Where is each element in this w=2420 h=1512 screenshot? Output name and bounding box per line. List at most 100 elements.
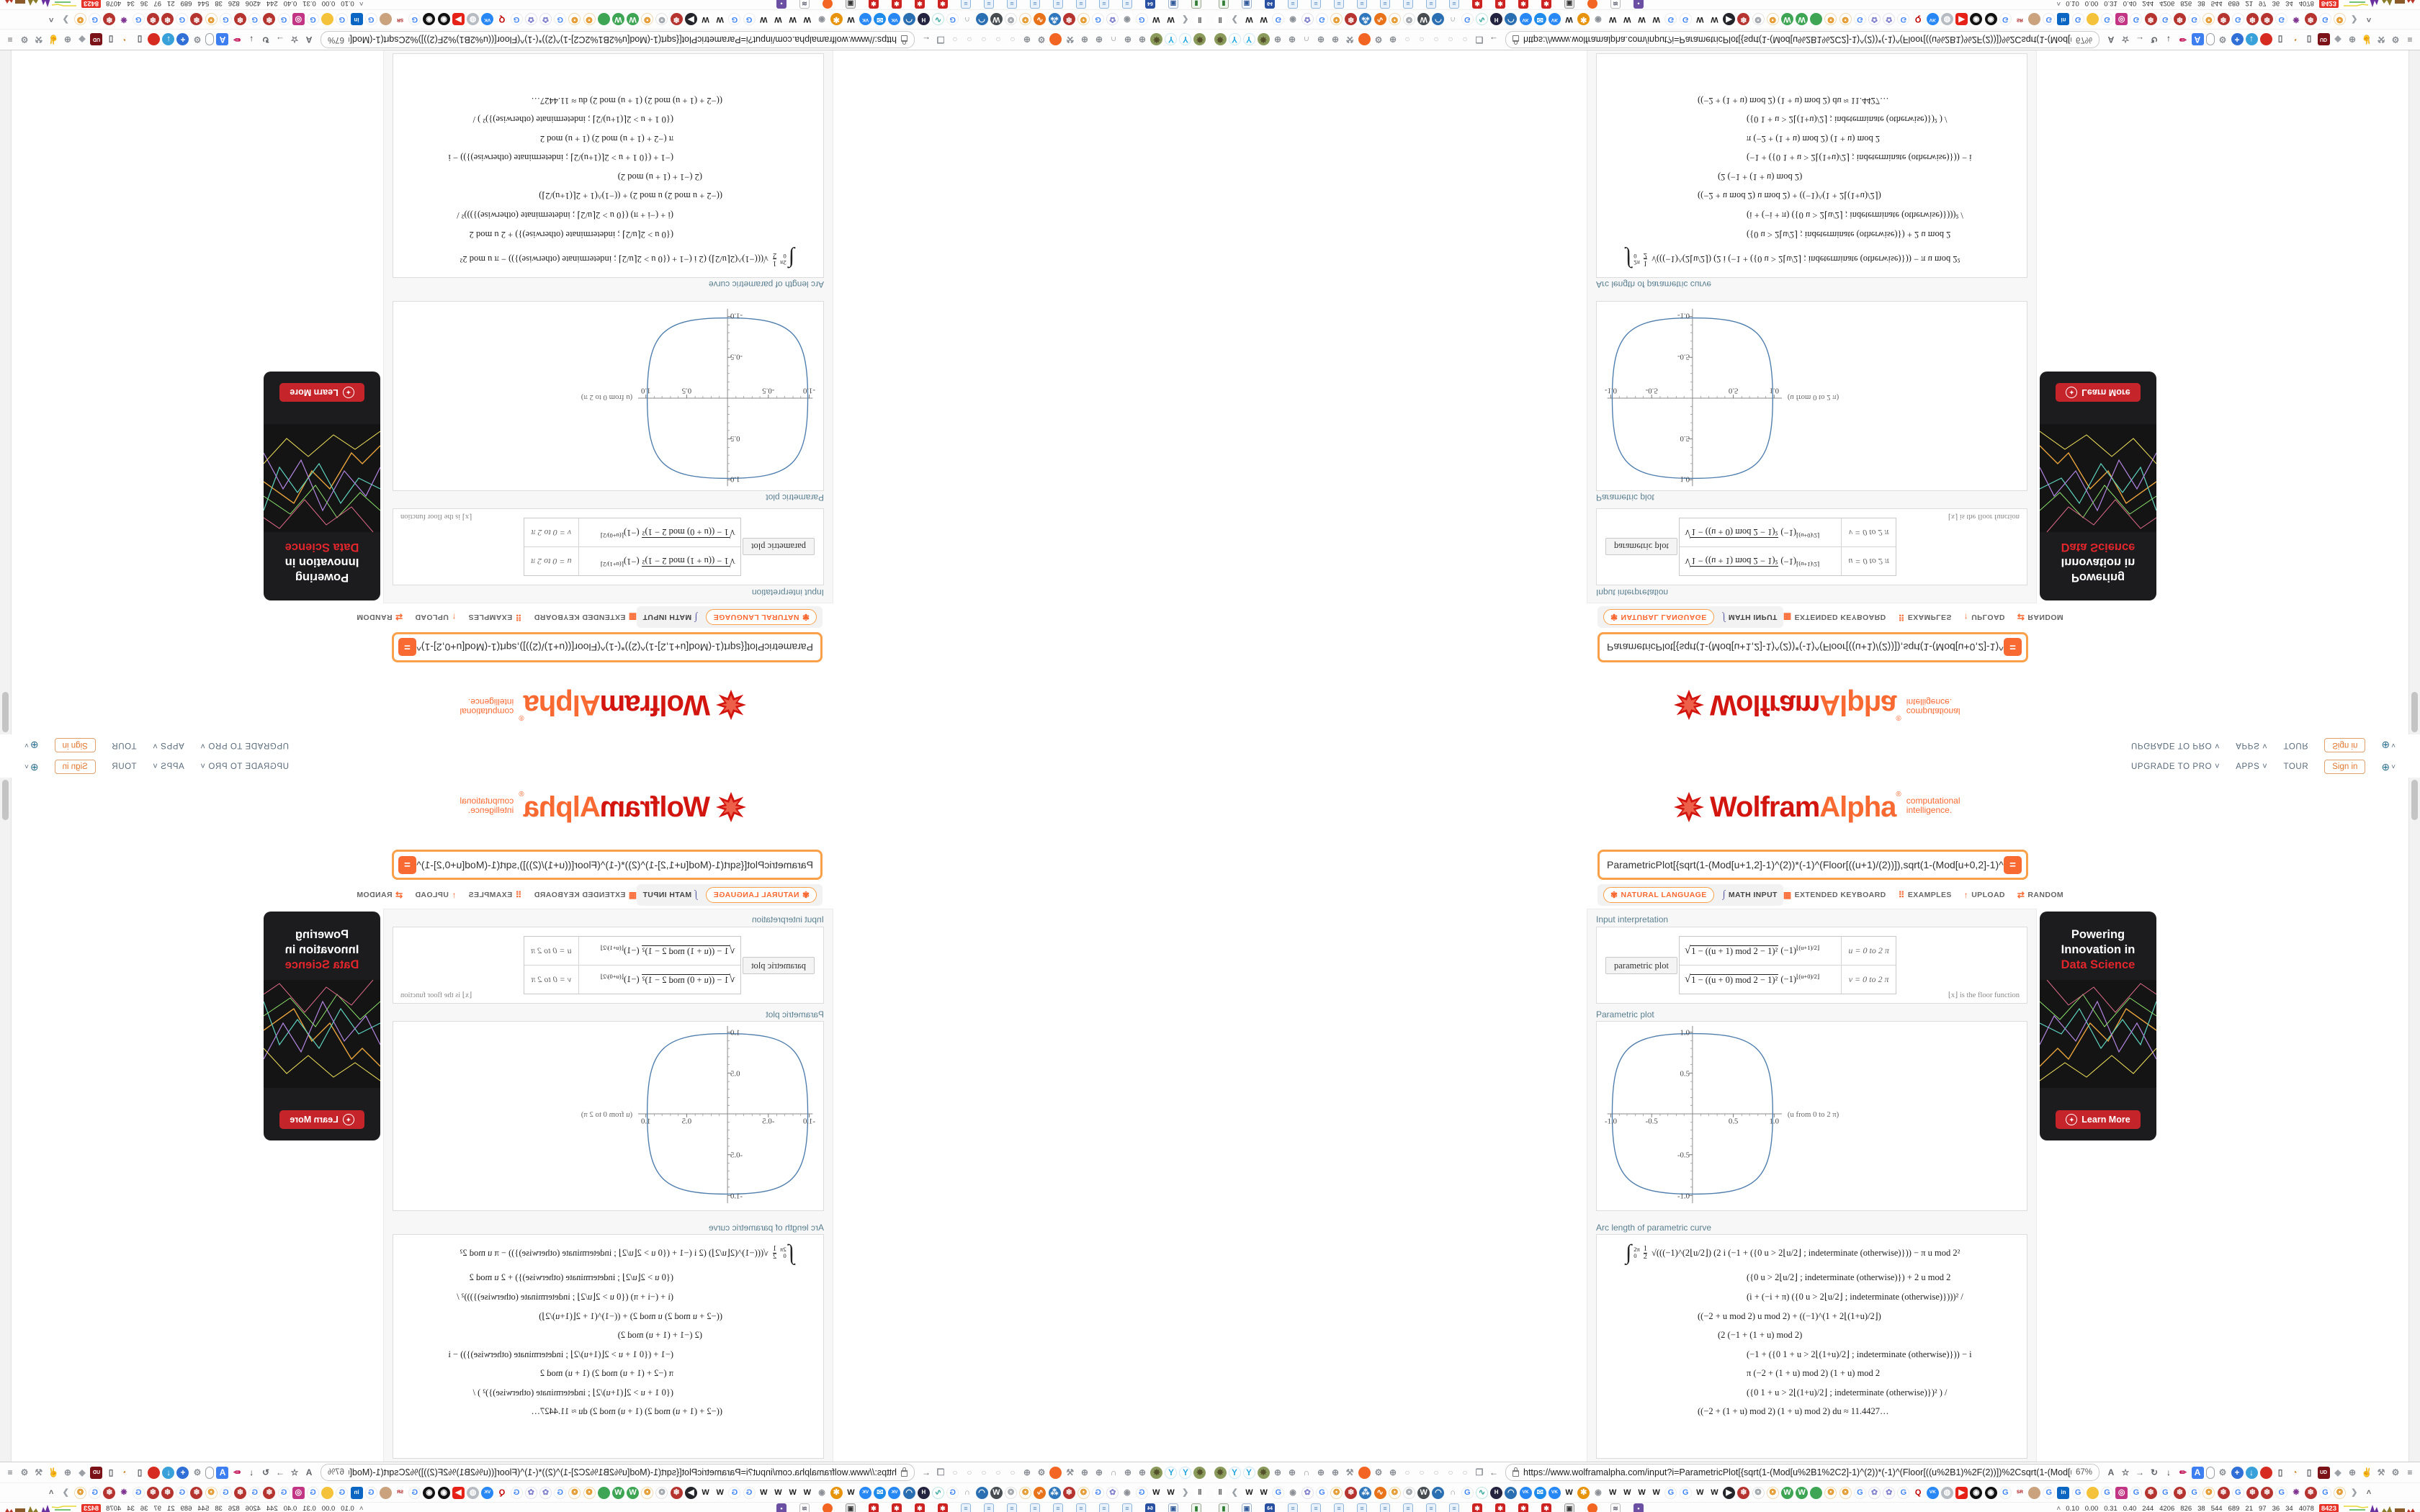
google-favicon-icon[interactable]: G	[176, 1486, 189, 1499]
notepad-tray-icon[interactable]: ≡	[1007, 0, 1017, 9]
mouse-icon[interactable]	[205, 33, 215, 46]
menu-apps[interactable]: APPS ˅	[2236, 762, 2268, 771]
black-orb-favicon-icon[interactable]: ◉	[423, 13, 436, 26]
gray-mandala-favicon-icon[interactable]: ❂	[1403, 1486, 1416, 1499]
collapse-caret-icon[interactable]: ˄	[2366, 1488, 2372, 1497]
gauge-icon[interactable]: ∩	[1110, 1467, 1117, 1477]
google-favicon-icon[interactable]: G	[1315, 1486, 1328, 1499]
avatar-tray-icon[interactable]: •	[1634, 0, 1644, 9]
globe-icon[interactable]: ⊕	[1095, 35, 1103, 45]
bookmark-star-icon[interactable]: ☆	[290, 35, 299, 45]
globe-icon[interactable]: ⊕	[1288, 1467, 1296, 1477]
w-favicon-icon[interactable]: W	[1693, 13, 1706, 26]
vk-favicon-icon[interactable]: VK	[1519, 1486, 1532, 1499]
menu-tour[interactable]: TOUR	[111, 741, 137, 750]
red-orb-icon[interactable]	[148, 33, 161, 46]
scrollbar-thumb[interactable]	[2411, 780, 2418, 820]
red-mandala-favicon-icon[interactable]: ❄	[103, 13, 116, 26]
menu-apps[interactable]: APPS ˅	[2236, 741, 2268, 750]
pie-meter-icon[interactable]: ◔	[122, 35, 128, 45]
receipt-tray-icon[interactable]: ≋	[799, 1503, 810, 1512]
wolf-favicon-icon[interactable]: ◍	[467, 1486, 480, 1499]
black-orb-favicon-icon[interactable]: ◉	[1984, 13, 1997, 26]
w-favicon-icon[interactable]: W	[757, 1486, 770, 1499]
party-popper-icon[interactable]: Y	[1165, 33, 1178, 46]
blue-flower-favicon-icon[interactable]: ✿	[1106, 13, 1119, 26]
globe-icon[interactable]: ⊕	[1080, 1467, 1089, 1477]
w-favicon-icon[interactable]: W	[1258, 1486, 1270, 1499]
folder-icon[interactable]: ❐	[936, 35, 945, 45]
shield-icon[interactable]: ◆	[2334, 1467, 2341, 1477]
natural-language-button[interactable]: ✾ NATURAL LANGUAGE	[1603, 887, 1714, 903]
ud-badge-icon[interactable]: UD	[90, 1466, 103, 1479]
portrait-favicon-icon[interactable]	[379, 1486, 392, 1499]
google-favicon-icon[interactable]: G	[364, 1486, 377, 1499]
examples-button[interactable]: ⠿ EXAMPLES	[1898, 612, 1952, 622]
pause-favicon-icon[interactable]: ‖	[1214, 1486, 1227, 1499]
black-orb-favicon-icon[interactable]: ◉	[437, 13, 450, 26]
compute-button[interactable]: =	[2004, 855, 2022, 874]
orange-mandala-favicon-icon[interactable]: ❂	[1839, 1486, 1852, 1499]
purple-burst-favicon-icon[interactable]: ❋	[2290, 13, 2303, 26]
menu-apps[interactable]: APPS ˅	[152, 741, 184, 750]
orange-badge-favicon-icon[interactable]: ✱	[1577, 1486, 1590, 1499]
google-favicon-icon[interactable]: G	[364, 13, 377, 26]
wolframalpha-logo[interactable]: Wolfram Alpha ® computational intelligence.	[1672, 688, 1960, 721]
party-popper-icon[interactable]: Y	[1228, 1466, 1241, 1479]
gear-icon[interactable]: ⚙	[1374, 35, 1383, 45]
notepad-tray-icon[interactable]: ≡	[1076, 1503, 1086, 1512]
vk-favicon-icon[interactable]: VK	[481, 1486, 494, 1499]
vk-favicon-icon[interactable]: VK	[1548, 1486, 1561, 1499]
sign-in-button[interactable]: Sign in	[54, 760, 96, 774]
url-text[interactable]: https://www.wolframalpha.com/input?i=Par…	[349, 1467, 897, 1477]
wordpress-favicon-icon[interactable]: W	[1417, 1486, 1430, 1499]
gray-mandala-favicon-icon[interactable]: ❂	[1004, 1486, 1017, 1499]
scrollbar-thumb[interactable]	[2, 692, 9, 732]
green-orb-favicon-icon[interactable]	[1810, 1486, 1823, 1499]
mail-favicon-icon[interactable]: ✉	[1533, 1486, 1546, 1499]
extended-keyboard-button[interactable]: ▦ EXTENDED KEYBOARD	[1783, 890, 1886, 900]
mouse-icon[interactable]	[2205, 1466, 2215, 1479]
battery-tray-icon[interactable]: ▮	[1191, 1503, 1201, 1512]
q-favicon-icon[interactable]: Q	[496, 1486, 508, 1499]
add-button-icon[interactable]: +	[176, 33, 189, 46]
floppy-tray-icon[interactable]: 64	[1145, 0, 1155, 9]
red-gear-tray-icon[interactable]: ✱	[1495, 0, 1505, 9]
green-w-favicon-icon[interactable]: W	[1796, 13, 1809, 26]
menu-upgrade-to-pro[interactable]: UPGRADE TO PRO ˅	[2131, 741, 2220, 750]
globe-icon[interactable]: ⊕	[1080, 35, 1089, 45]
linkedin-favicon-icon[interactable]: in	[350, 13, 363, 26]
red-gear-tray-icon[interactable]: ✱	[938, 1503, 948, 1512]
notepad-tray-icon[interactable]: ≡	[1380, 0, 1390, 9]
notepad-tray-icon[interactable]: ≡	[1122, 0, 1132, 9]
google-favicon-icon[interactable]: G	[2275, 1486, 2288, 1499]
back-arrow-icon[interactable]: ←	[922, 1467, 931, 1477]
red-gear-tray-icon[interactable]: ✱	[1541, 0, 1551, 9]
page-scrollbar[interactable]	[2408, 29, 2420, 734]
browser-menu-icon[interactable]: ≡	[2407, 1467, 2413, 1477]
red-mandala-favicon-icon[interactable]: ❄	[2144, 13, 2157, 26]
globe-icon[interactable]: ⊕	[1095, 1467, 1103, 1477]
target-favicon-icon[interactable]: ◉	[1286, 13, 1299, 26]
red-mandala-favicon-icon[interactable]: ❄	[1345, 1486, 1358, 1499]
yellow-orb-favicon-icon[interactable]	[321, 13, 334, 26]
zoom-level[interactable]: 67%	[2075, 35, 2092, 44]
google-favicon-icon[interactable]: G	[2130, 13, 2143, 26]
pause-favicon-icon[interactable]: ‖	[1193, 1486, 1206, 1499]
blue-orb-favicon-icon[interactable]: ◠	[1432, 13, 1445, 26]
marker-pen-icon[interactable]: ✏	[2179, 1467, 2187, 1477]
notepad-tray-icon[interactable]: ≡	[1076, 0, 1086, 9]
menu-tour[interactable]: TOUR	[2283, 762, 2309, 771]
wave-favicon-icon[interactable]: ∿	[932, 1486, 945, 1499]
translate-icon[interactable]: A	[2191, 33, 2204, 46]
red-mandala-favicon-icon[interactable]: ❄	[2217, 13, 2230, 26]
red-mandala-favicon-icon[interactable]: ❄	[2246, 13, 2259, 26]
google-favicon-icon[interactable]: G	[1679, 1486, 1692, 1499]
olive-orb-icon[interactable]: ✸	[1257, 1466, 1270, 1479]
learn-more-button[interactable]: ✦ Learn More	[2056, 1110, 2141, 1129]
natural-language-button[interactable]: ✾ NATURAL LANGUAGE	[706, 887, 817, 903]
blue-flower-favicon-icon[interactable]: ✿	[539, 1486, 552, 1499]
party-popper-icon[interactable]: Y	[1242, 33, 1255, 46]
w-favicon-icon[interactable]: W	[1621, 1486, 1634, 1499]
monitor-tray-icon[interactable]: ▣	[1168, 0, 1178, 9]
